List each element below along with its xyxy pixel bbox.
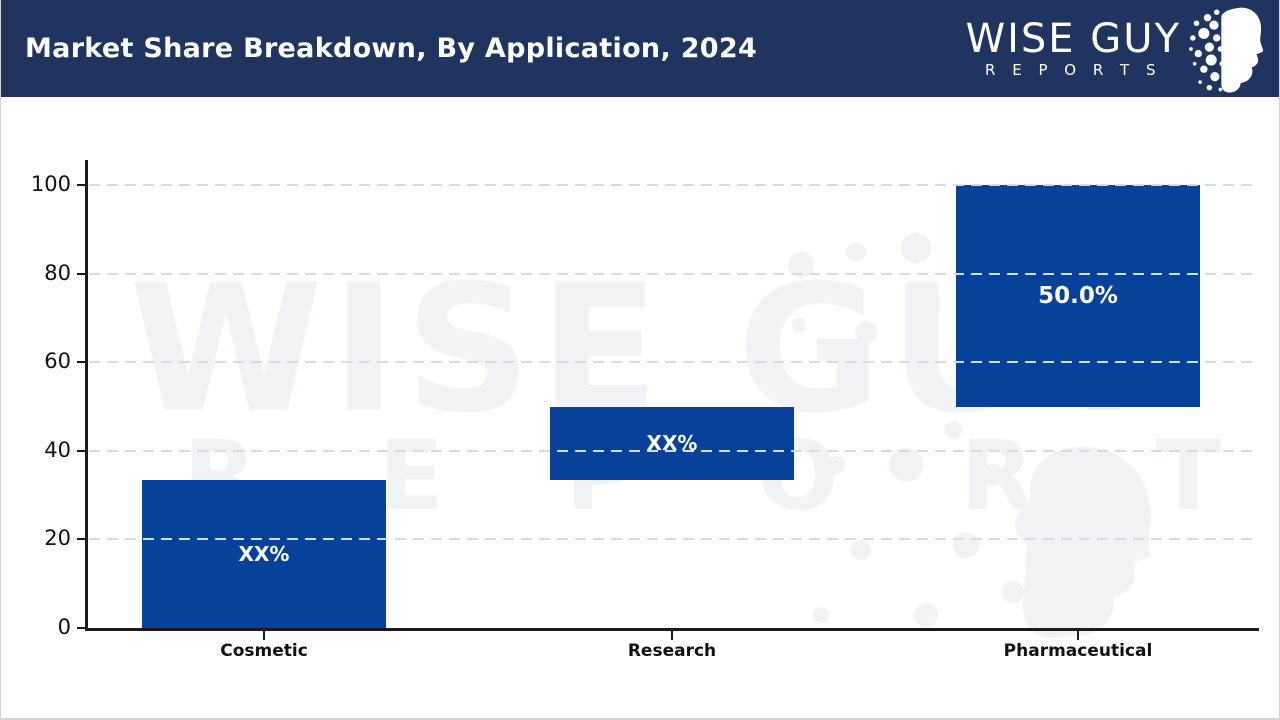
y-tick-label-20: 20 [44, 526, 71, 551]
y-tick-label-60: 60 [44, 349, 71, 374]
logo-subtitle: R E P O R T S [985, 61, 1162, 79]
y-tick-0 [77, 627, 86, 629]
gridline-20 [89, 538, 1259, 541]
bar-value-label: 50.0% [1038, 282, 1118, 309]
y-tick-100 [77, 184, 86, 186]
watermark-face-icon [763, 233, 1151, 638]
y-tick-label-80: 80 [44, 260, 71, 285]
x-tick-cosmetic [263, 631, 265, 640]
x-tick-research [671, 631, 673, 640]
x-axis-line [85, 628, 1259, 631]
gridline-40 [89, 449, 1259, 452]
bar-pharmaceutical [956, 185, 1200, 407]
y-tick-label-0: 0 [57, 615, 71, 639]
bar-value-label: XX% [646, 431, 698, 456]
category-label-pharmaceutical: Pharmaceutical [1003, 641, 1153, 661]
y-tick-label-100: 100 [30, 172, 71, 196]
category-label-research: Research [627, 641, 717, 661]
bar-cosmetic [142, 480, 386, 628]
gridline-100 [89, 184, 1259, 186]
y-tick-20 [77, 538, 86, 541]
y-tick-40 [77, 449, 86, 452]
bar-research [550, 406, 794, 481]
logo-wordmark: WISE GUY [965, 16, 1181, 62]
header-band: Market Share Breakdown, By Application, … [1, 0, 1279, 97]
bar-value-label: XX% [238, 542, 290, 567]
y-axis-line [85, 160, 88, 631]
x-tick-pharmaceutical [1077, 631, 1079, 640]
page-title: Market Share Breakdown, By Application, … [25, 33, 758, 64]
category-label-cosmetic: Cosmetic [220, 641, 308, 661]
wiseguy-logo-text: WISE GUY R E P O R T S [966, 19, 1181, 78]
wiseguy-face-icon [1189, 7, 1263, 93]
gridline-60 [89, 361, 1259, 364]
y-tick-60 [77, 361, 86, 364]
gridline-80 [89, 272, 1259, 275]
wiseguy-logo: WISE GUY R E P O R T S [966, 3, 1279, 95]
y-tick-80 [77, 272, 86, 275]
y-tick-label-40: 40 [44, 437, 71, 462]
